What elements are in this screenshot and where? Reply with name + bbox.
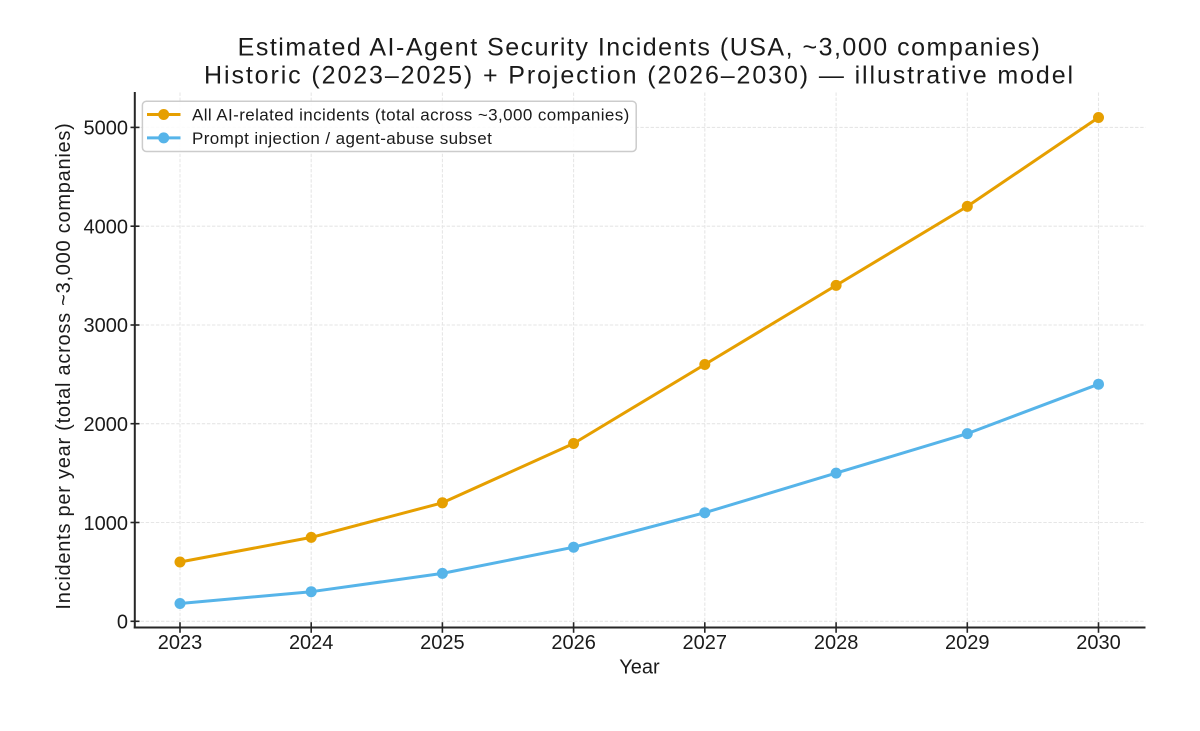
svg-text:2023: 2023 [158, 632, 203, 654]
svg-text:Incidents per year (total acro: Incidents per year (total across ~3,000 … [53, 122, 75, 609]
svg-text:5000: 5000 [84, 118, 129, 140]
svg-text:4000: 4000 [84, 216, 129, 238]
svg-text:1000: 1000 [84, 513, 129, 535]
svg-text:All AI-related incidents (tota: All AI-related incidents (total across ~… [192, 106, 630, 125]
svg-text:2030: 2030 [1076, 632, 1121, 654]
svg-text:2025: 2025 [420, 632, 465, 654]
svg-text:2029: 2029 [945, 632, 990, 654]
svg-text:Prompt injection / agent-abuse: Prompt injection / agent-abuse subset [192, 129, 492, 148]
svg-text:2000: 2000 [84, 414, 129, 436]
svg-text:2026: 2026 [551, 632, 596, 654]
svg-text:Year: Year [619, 656, 660, 678]
svg-text:0: 0 [117, 612, 128, 634]
svg-text:Estimated AI-Agent Security In: Estimated AI-Agent Security Incidents (U… [238, 33, 1042, 61]
svg-text:2024: 2024 [289, 632, 334, 654]
svg-text:2027: 2027 [683, 632, 728, 654]
svg-text:3000: 3000 [84, 315, 129, 337]
svg-text:Historic (2023–2025) + Project: Historic (2023–2025) + Projection (2026–… [204, 61, 1075, 89]
svg-text:2028: 2028 [814, 632, 859, 654]
